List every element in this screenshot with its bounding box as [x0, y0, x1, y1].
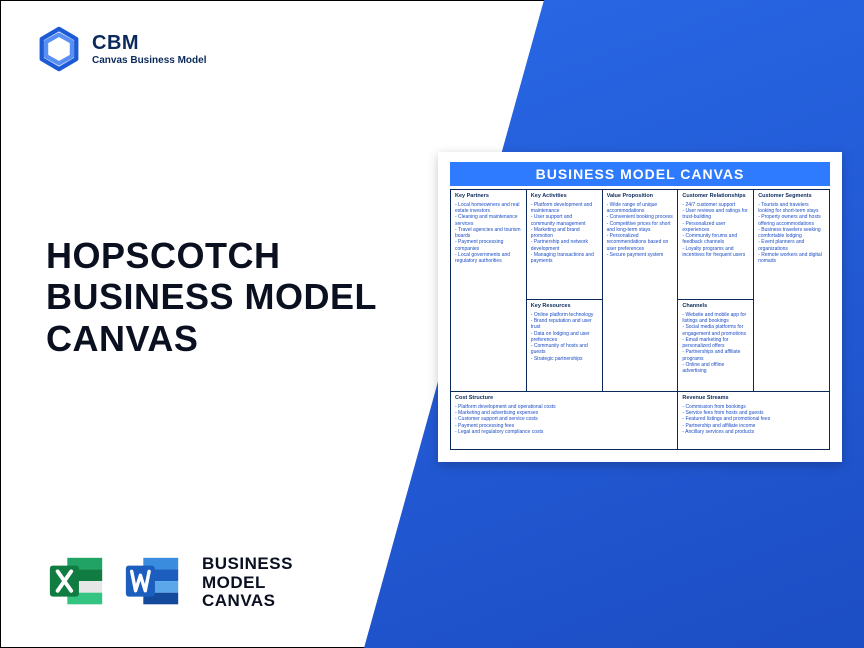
list-item: - Personalized user experiences [682, 221, 749, 234]
list-item: - Community of hosts and guests [531, 343, 598, 356]
heading: Key Partners [455, 193, 522, 200]
list-item: - Community forums and feedback channels [682, 233, 749, 246]
list-item: - Business travelers seeking comfortable… [758, 227, 825, 240]
list-item: - Local governments and regulatory autho… [455, 252, 522, 265]
list-item: - Brand reputation and user trust [531, 318, 598, 331]
brand-tagline: Canvas Business Model [92, 55, 206, 66]
list-item: - Partnerships and affiliate programs [682, 349, 749, 362]
heading: Customer Relationships [682, 193, 749, 200]
brand-hex-icon [36, 26, 82, 72]
list-item: - Ancillary services and products [682, 429, 825, 435]
list-item: - Managing transactions and payments [531, 252, 598, 265]
canvas-grid: Key Partners - Local homeowners and real … [450, 189, 830, 450]
list-item: - Tourists and travelers looking for sho… [758, 202, 825, 215]
heading: Key Resources [531, 303, 598, 310]
cell-key-activities: Key Activities - Platform development and… [527, 190, 603, 300]
canvas-title: BUSINESS MODEL CANVAS [450, 162, 830, 186]
heading: Customer Segments [758, 193, 825, 200]
list-item: - Social media platforms for engagement … [682, 324, 749, 337]
list-item: - User support and community management [531, 214, 598, 227]
bottom-bmc-label: BUSINESS MODEL CANVAS [202, 555, 293, 611]
list-item: - Platform development and maintenance [531, 202, 598, 215]
list-item: - Partnership and network development [531, 239, 598, 252]
brand-text: CBM Canvas Business Model [92, 32, 206, 66]
heading: Channels [682, 303, 749, 310]
list-item: - Email marketing for personalized offer… [682, 337, 749, 350]
list-item: - Legal and regulatory compliance costs [455, 429, 673, 435]
list-item: - Property owners and hosts offering acc… [758, 214, 825, 227]
list-item: - Cleaning and maintenance services [455, 214, 522, 227]
list-item: - Personalized recommendations based on … [607, 233, 674, 252]
list-item: - Competitive prices for short and long-… [607, 221, 674, 234]
cell-key-resources: Key Resources- Online platform technolog… [527, 300, 603, 392]
cell-customer-relations: Customer Relationships- 24/7 customer su… [678, 190, 754, 300]
cell-value-proposition: Value Proposition - Wide range of unique … [603, 190, 679, 392]
list-item: - Local homeowners and real estate inves… [455, 202, 522, 215]
list-item: - Remote workers and digital nomads [758, 252, 825, 265]
list-item: - Event planners and organizations [758, 239, 825, 252]
heading: Key Activities [531, 193, 598, 200]
list-item: - Convenient booking process [607, 214, 674, 220]
list-item: - User reviews and ratings for trust-bui… [682, 208, 749, 221]
heading: Revenue Streams [682, 395, 825, 402]
list-item: - Website and mobile app for listings an… [682, 312, 749, 325]
cell-revenue-streams: Revenue Streams- Commission from booking… [678, 392, 830, 450]
app-icons-row: BUSINESS MODEL CANVAS [46, 552, 293, 614]
list-item: - Payment processing companies [455, 239, 522, 252]
list-item: - Wide range of unique accommodations [607, 202, 674, 215]
brand-logo-area: CBM Canvas Business Model [36, 26, 206, 72]
cell-key-partners: Key Partners - Local homeowners and real … [451, 190, 527, 392]
list-item: - Online and offline advertising [682, 362, 749, 375]
canvas-card: BUSINESS MODEL CANVAS Key Partners - Loca… [438, 152, 842, 462]
list-item: - Marketing and brand promotion [531, 227, 598, 240]
brand-name: CBM [92, 32, 206, 55]
excel-icon [46, 552, 108, 614]
heading: Value Proposition [607, 193, 674, 200]
list-item: - Loyalty programs and incentives for fr… [682, 246, 749, 259]
heading: Cost Structure [455, 395, 673, 402]
cell-customer-segments: Customer Segments - Tourists and traveler… [754, 190, 830, 392]
cell-channels: Channels - Website and mobile app for lis… [678, 300, 754, 392]
list-item: - Travel agencies and tourism boards [455, 227, 522, 240]
headline: HOPSCOTCH BUSINESS MODEL CANVAS [46, 235, 377, 359]
list-item: - Data on lodging and user preferences [531, 331, 598, 344]
list-item: - Strategic partnerships [531, 356, 598, 362]
list-item: - Secure payment system [607, 252, 674, 258]
word-icon [122, 552, 184, 614]
cell-cost-structure: Cost Structure- Platform development and… [451, 392, 678, 450]
